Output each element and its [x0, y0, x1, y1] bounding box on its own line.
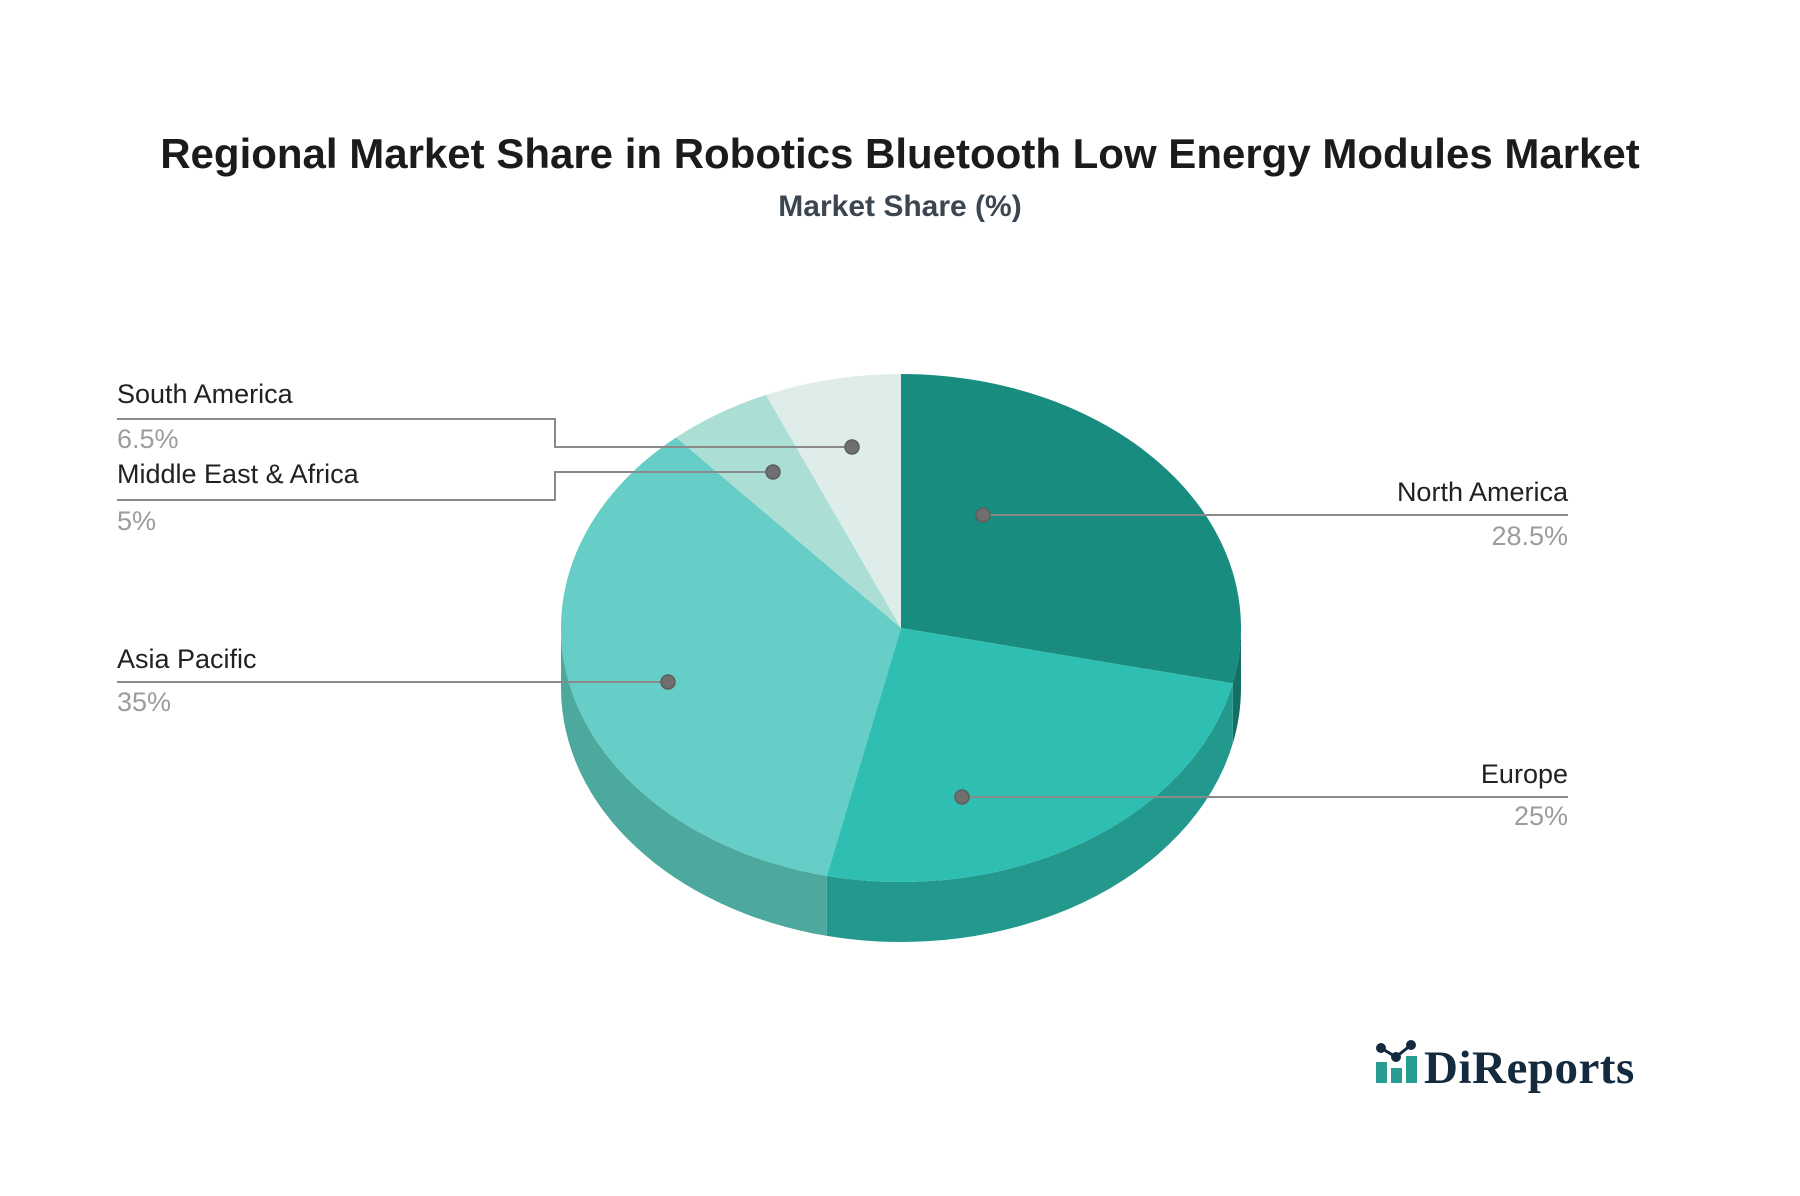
- leader-dot-middle-east-africa: [765, 464, 781, 480]
- direports-logo: [1372, 1036, 1424, 1096]
- leader-dot-south-america: [844, 439, 860, 455]
- callout-label-south-america: South America: [117, 379, 293, 409]
- leader-dot-asia-pacific: [660, 674, 676, 690]
- pie-slice-side-north-america: [1232, 628, 1241, 744]
- leader-dot-north-america: [975, 507, 991, 523]
- callout-label-north-america: North America: [1396, 477, 1568, 507]
- callout-label-middle-east-africa: Middle East & Africa: [117, 459, 359, 489]
- callout-label-europe: Europe: [1480, 759, 1568, 789]
- pie-slice-side-asia-pacific: [561, 628, 827, 936]
- callout-value-europe: 25%: [1513, 801, 1568, 831]
- direports-logo-text: DiReports: [1424, 1042, 1635, 1094]
- callout-value-asia-pacific: 35%: [117, 687, 172, 717]
- pie-slice-asia-pacific[interactable]: [560, 437, 901, 876]
- chart-title: Regional Market Share in Robotics Blueto…: [160, 130, 1640, 177]
- pie-slice-europe[interactable]: [826, 628, 1233, 882]
- pie-slice-south-america[interactable]: [765, 374, 901, 628]
- pie-slice-north-america[interactable]: [901, 374, 1241, 684]
- pie-slice-side-europe: [826, 683, 1233, 942]
- leader-line-middle-east-africa: [117, 471, 773, 501]
- leader-line-south-america: [117, 418, 852, 448]
- callout-value-south-america: 6.5%: [117, 424, 179, 454]
- bar-chart-logo-icon: [1376, 1040, 1417, 1083]
- pie-slice-middle-east-africa[interactable]: [676, 394, 901, 628]
- leader-dot-europe: [954, 789, 970, 805]
- callout-value-north-america: 28.5%: [1491, 521, 1568, 551]
- callout-value-middle-east-africa: 5%: [117, 506, 157, 536]
- callout-label-asia-pacific: Asia Pacific: [117, 644, 257, 674]
- chart-subtitle: Market Share (%): [778, 190, 1022, 223]
